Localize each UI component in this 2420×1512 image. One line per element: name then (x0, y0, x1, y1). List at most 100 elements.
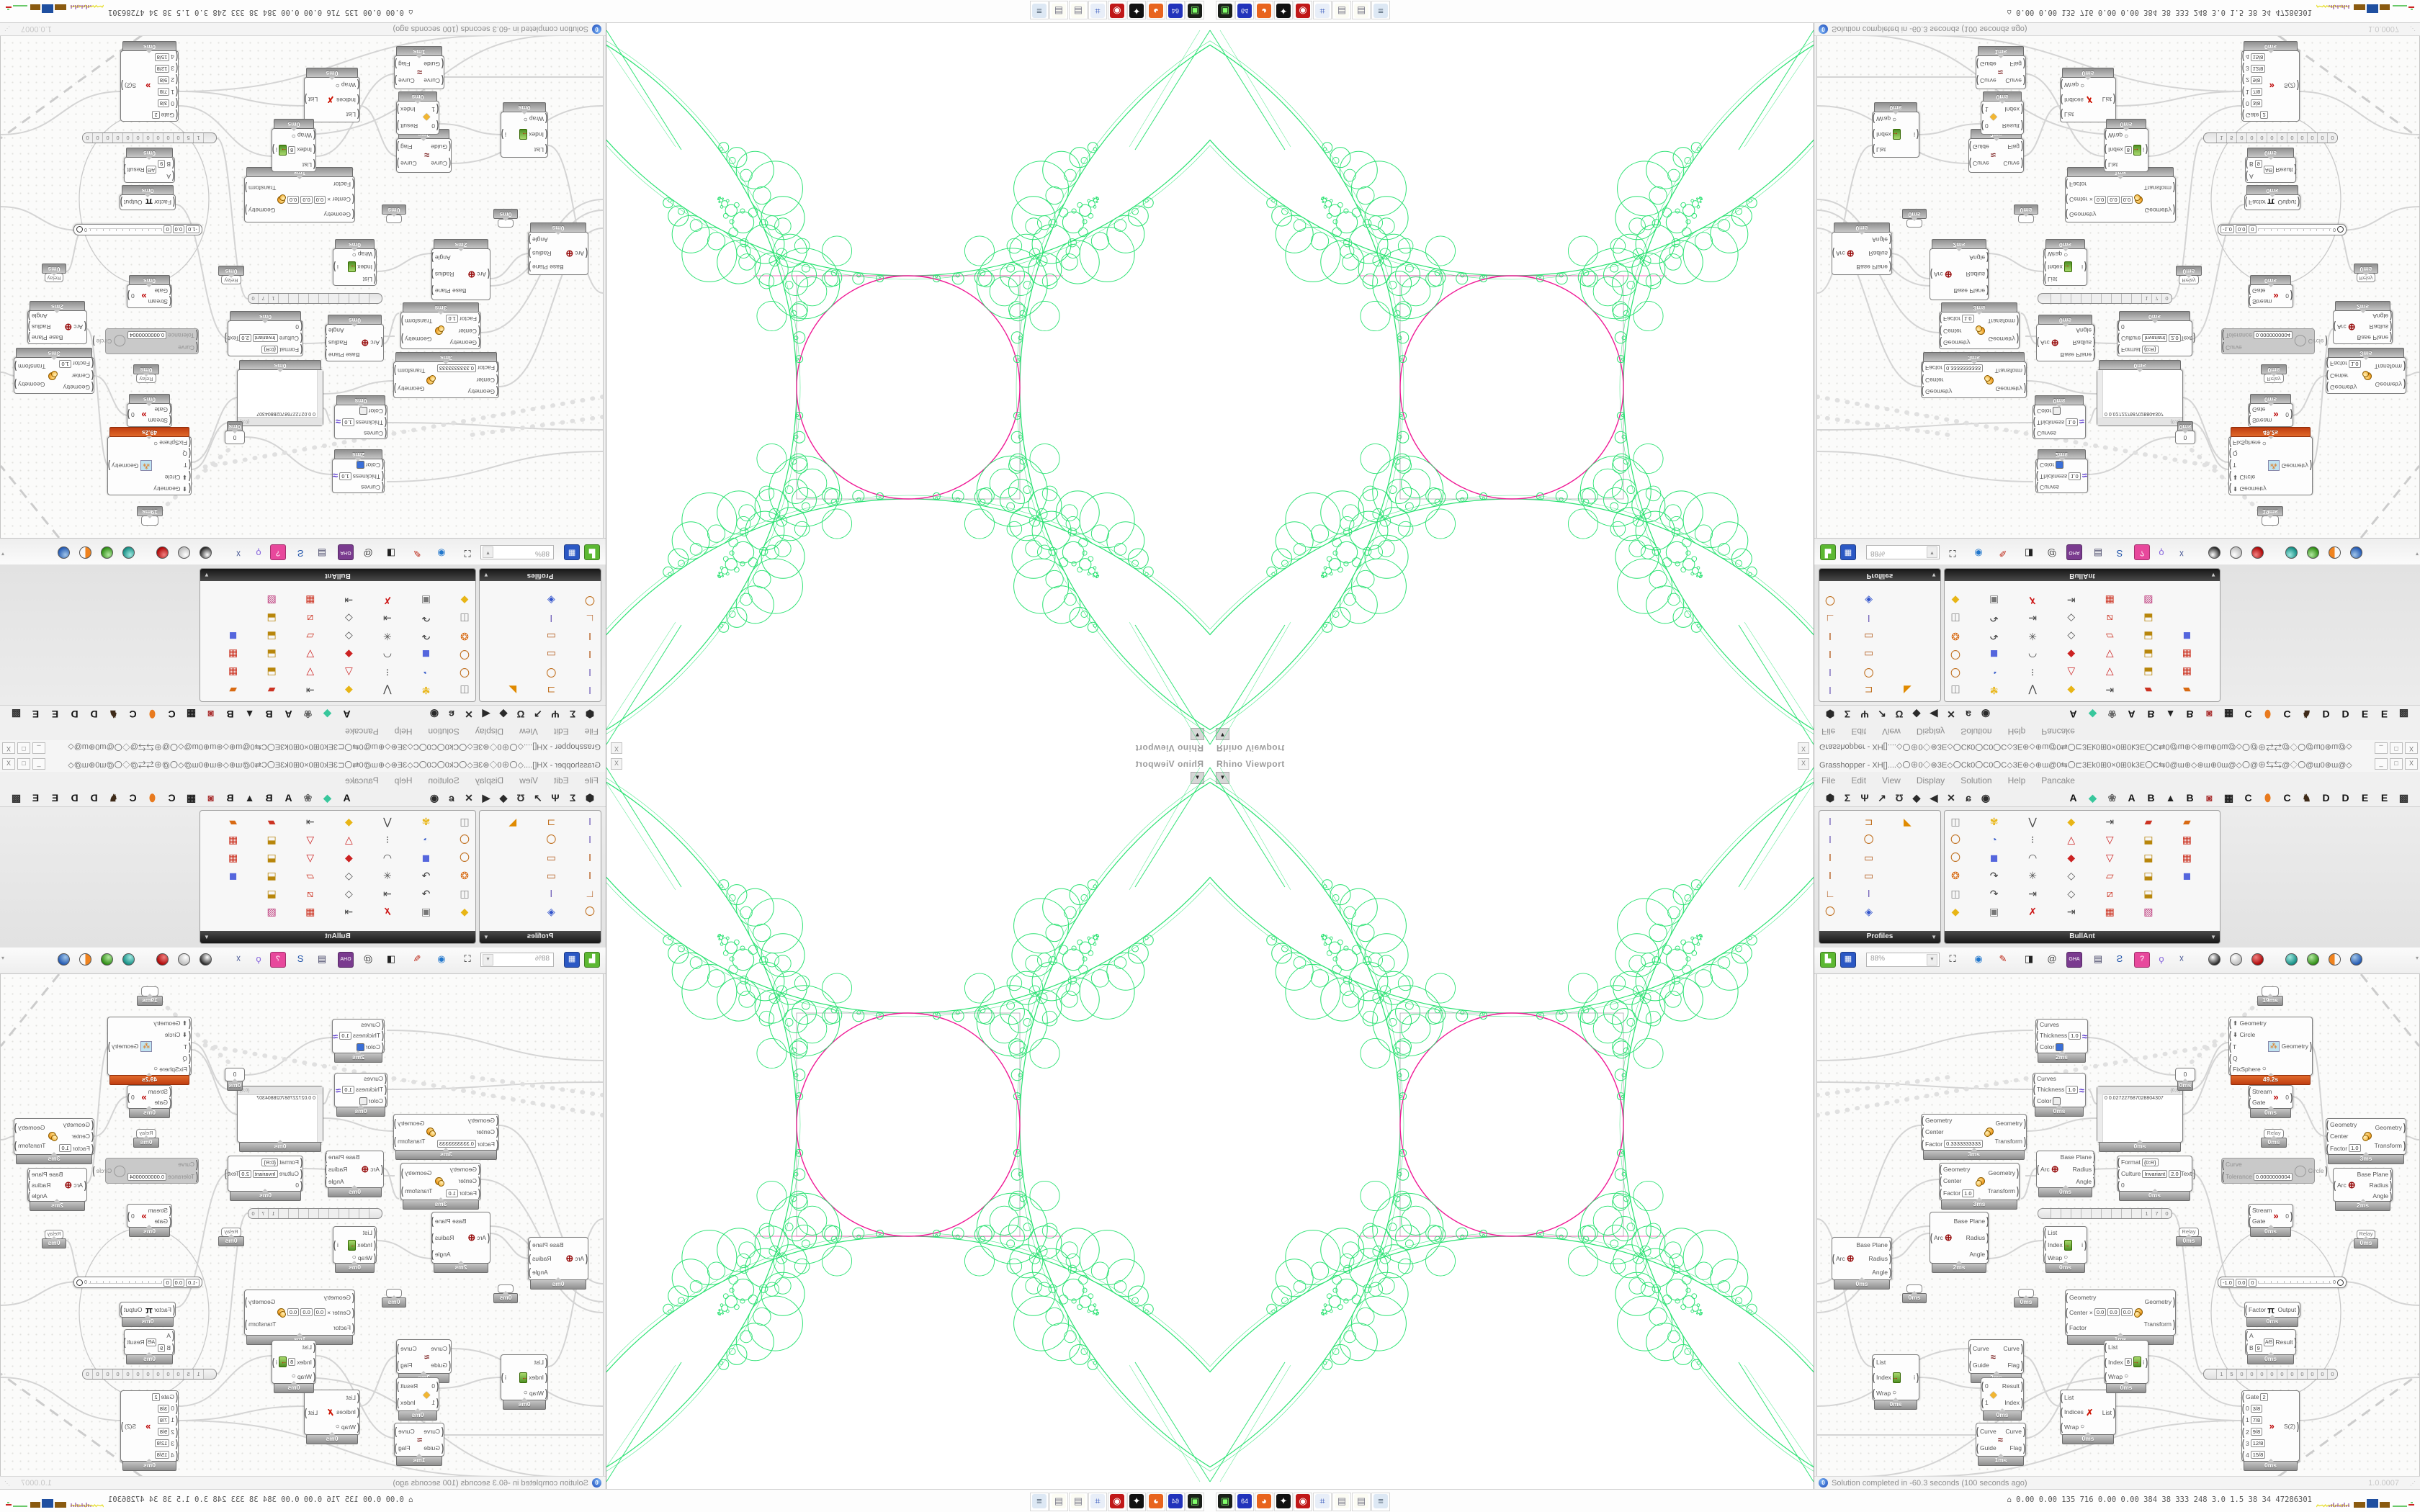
palette-component-icon[interactable]: Ⅰ (588, 685, 592, 696)
gh-component-node[interactable]: (Arc ⊕ Base Plane) Radius) Angle) 2ms (27, 301, 87, 344)
port-nub[interactable]: ( (2066, 1292, 2068, 1304)
gh-component-node[interactable]: (Geometry(Center × 0.0 0.0 0.0(Factor Geomet… (244, 167, 355, 222)
gh-component-node[interactable]: (Geometry(Center(Factor 1.0 Geometry) Trans… (400, 1163, 481, 1210)
intersect-tab[interactable]: ✕ (465, 708, 473, 721)
port-nub[interactable]: ( (169, 403, 171, 415)
slider-cell[interactable]: 1 (194, 1369, 204, 1379)
palette-component-icon[interactable]: ▰ (229, 816, 237, 827)
palette-component-icon[interactable]: ◼ (228, 631, 238, 642)
value-box[interactable]: 8 (288, 1358, 296, 1366)
plugin-tab-17[interactable]: ▩ (2398, 791, 2409, 804)
number-slider-node[interactable]: -1.0 0.0 0 0 (2218, 224, 2347, 235)
gh-component-node[interactable]: (Curve(Guide≈Curve)Flag)2ms (1968, 129, 2024, 173)
port-nub[interactable]: ( (313, 1356, 315, 1368)
palette-collapse-icon[interactable]: ▼ (1931, 572, 1937, 578)
plugin-tab-1[interactable]: ◆ (2089, 791, 2097, 804)
slider-value-box[interactable]: 0 (163, 225, 171, 234)
port-nub[interactable]: ) (121, 1420, 123, 1432)
port-nub[interactable]: ( (1873, 1387, 1875, 1399)
port-nub[interactable]: ( (1981, 1396, 1984, 1408)
palette-component-icon[interactable]: ⬓ (266, 834, 277, 845)
port-nub[interactable]: ) (2297, 80, 2299, 92)
port-nub[interactable]: ( (2246, 158, 2248, 170)
slider-cell[interactable] (2091, 294, 2101, 303)
plugin-tab-17[interactable]: ▩ (11, 791, 22, 804)
value-box[interactable]: 2.0 (239, 334, 251, 343)
palette-component-icon[interactable]: Ⅰ (550, 613, 553, 624)
port-nub[interactable]: ) (272, 1356, 274, 1368)
palette-component-icon[interactable]: ◇ (344, 888, 353, 899)
bulb-icon[interactable]: ϙ (2159, 548, 2164, 559)
slider-value-box[interactable]: 0.0 (172, 225, 185, 234)
slider-cell[interactable] (2061, 294, 2071, 303)
port-nub[interactable]: ( (374, 248, 376, 261)
port-nub[interactable]: ( (1981, 1380, 1984, 1392)
port-nub[interactable]: ( (2242, 1449, 2244, 1461)
port-nub[interactable]: ) (324, 1163, 327, 1175)
port-nub[interactable]: ( (1940, 325, 1942, 337)
port-nub[interactable]: ( (176, 51, 178, 63)
port-nub[interactable]: ) (397, 104, 399, 116)
menu-item-solution[interactable]: Solution (428, 775, 460, 786)
gift-icon[interactable]: ? (2134, 952, 2150, 968)
port-nub[interactable]: ) (2390, 321, 2393, 333)
port-nub[interactable]: ) (108, 1040, 110, 1052)
palette-component-icon[interactable]: ◔ (423, 834, 429, 845)
plugin-tab-11[interactable]: C (2283, 708, 2291, 720)
palette-component-icon[interactable]: 〇 (460, 667, 470, 678)
gh-component-node[interactable]: (Factor π Output) 0ms (120, 185, 176, 210)
palette-component-icon[interactable]: ✾ (421, 685, 431, 696)
port-nub[interactable]: ( (189, 1017, 191, 1030)
port-nub[interactable]: ( (176, 1426, 178, 1438)
menu-item-edit[interactable]: Edit (1851, 726, 1867, 737)
port-nub[interactable]: ( (2229, 482, 2231, 495)
port-nub[interactable]: ) (1917, 129, 1919, 140)
port-nub[interactable]: ) (2290, 290, 2293, 302)
slider-cell[interactable] (2081, 1209, 2091, 1218)
port-nub[interactable]: ( (1873, 1372, 1875, 1383)
palette-component-icon[interactable] (1899, 903, 1915, 920)
port-nub[interactable]: ) (501, 129, 503, 140)
port-nub[interactable]: ) (2297, 1420, 2299, 1432)
port-nub[interactable]: ( (382, 481, 384, 493)
palette-component-icon[interactable]: 〇 (460, 834, 470, 845)
display-tab[interactable]: ◉ (429, 791, 439, 804)
gh-component-node[interactable]: (Geometry(Center(Factor 0.3333333333 Geome… (393, 1114, 499, 1160)
slider-cell[interactable]: 0 (2327, 1369, 2337, 1379)
save-file-icon[interactable]: ▦ (564, 952, 580, 968)
slider-value-box[interactable]: -1.0 (186, 225, 200, 234)
port-nub[interactable]: ( (442, 58, 444, 71)
value-box[interactable]: 12/8 (154, 64, 170, 73)
value-box[interactable]: 0.3333333333 (1944, 364, 1984, 372)
gh-component-node[interactable]: (Arc ⊕ Base Plane) Radius) Angle) 2ms (1930, 239, 1989, 300)
value-box[interactable]: 0.0000000004 (2253, 331, 2293, 340)
port-nub[interactable]: ( (1940, 312, 1942, 325)
value-box[interactable]: 1.0 (2069, 1031, 2081, 1040)
slider-cell[interactable] (319, 294, 329, 303)
slider-cell[interactable] (299, 1209, 309, 1218)
palette-component-icon[interactable]: ◈ (547, 906, 555, 917)
palette-component-icon[interactable]: ▧ (2143, 906, 2154, 917)
port-nub[interactable]: ( (2242, 1414, 2244, 1426)
port-nub[interactable]: ( (2118, 343, 2120, 356)
palette-component-icon[interactable] (505, 885, 521, 902)
ball-blue-icon[interactable] (57, 546, 71, 560)
port-nub[interactable]: ( (374, 261, 376, 273)
port-nub[interactable]: ( (442, 74, 444, 86)
port-nub[interactable]: ( (385, 1095, 387, 1107)
gh-component-node[interactable]: (Arc ⊕ Base Plane) Radius) Angle) 0ms (528, 1237, 588, 1290)
palette-component-icon[interactable] (505, 628, 521, 645)
port-nub[interactable]: ( (382, 470, 384, 482)
open-file-icon[interactable]: ▙ (1820, 544, 1836, 560)
slider-cell[interactable] (2051, 1209, 2061, 1218)
plugin-tab-4[interactable]: B (2147, 792, 2155, 804)
port-nub[interactable]: ) (397, 158, 399, 170)
palette-component-icon[interactable]: ❂ (460, 870, 469, 881)
firefox-icon[interactable]: ◕ (1147, 1493, 1165, 1511)
gh-component-node[interactable]: (Geometry(Center(Factor 0.3333333333 Geome… (1921, 352, 2027, 398)
drive-icon[interactable]: ▣ (1216, 1493, 1234, 1511)
palette-component-icon[interactable]: ⬓ (266, 613, 277, 624)
